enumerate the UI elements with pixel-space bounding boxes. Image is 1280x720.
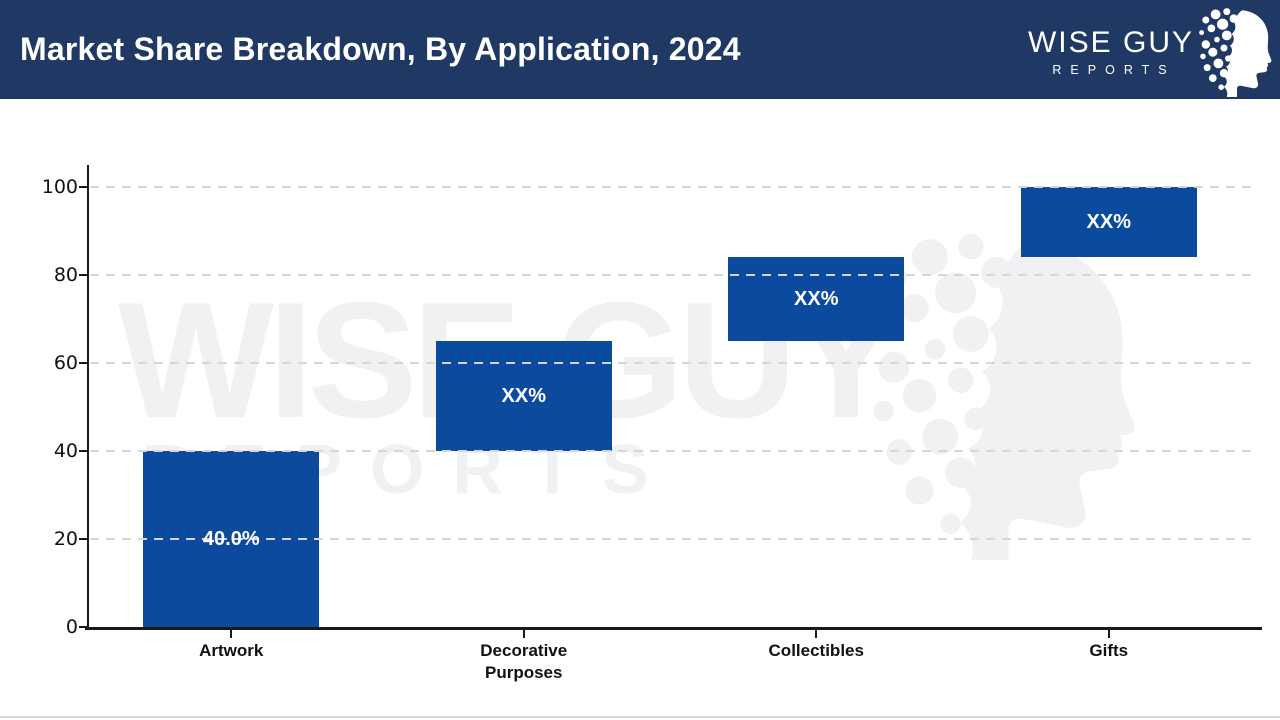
- bar: [435, 341, 612, 451]
- wise-guy-logo: WISE GUY REPORTS: [1028, 4, 1280, 98]
- chart-title: Market Share Breakdown, By Application, …: [20, 31, 741, 67]
- header: Market Share Breakdown, By Application, …: [0, 0, 1280, 99]
- y-tick-label: 60: [53, 352, 78, 374]
- y-tick-mark: [79, 186, 88, 188]
- x-axis-label: Decorative Purposes: [480, 641, 568, 682]
- x-tick-mark: [522, 630, 525, 638]
- x-axis-label: Gifts: [1089, 641, 1129, 660]
- x-tick-mark: [1107, 630, 1110, 638]
- y-tick-mark: [79, 538, 88, 540]
- x-axis-label: Artwork: [199, 641, 264, 660]
- bar-value-label: XX%: [794, 288, 839, 311]
- y-tick-label: 40: [53, 440, 78, 462]
- x-axis-line: [85, 627, 1262, 630]
- y-axis-line: [87, 165, 89, 630]
- logo-face-icon: [1196, 6, 1280, 97]
- y-tick-mark: [79, 274, 88, 276]
- bar-value-label: XX%: [501, 385, 546, 407]
- x-axis-label: Collectibles: [768, 641, 864, 660]
- page-bottom-border: [0, 716, 1280, 718]
- y-tick-mark: [79, 626, 88, 628]
- x-tick-mark: [815, 630, 818, 638]
- gridline: [90, 538, 1253, 540]
- y-tick-label: 0: [65, 616, 78, 638]
- bar-value-label: XX%: [1086, 211, 1131, 234]
- gridline: [90, 362, 1253, 364]
- bar: [728, 257, 905, 341]
- logo-wordmark: WISE GUY: [1027, 25, 1194, 59]
- gridline: [90, 186, 1253, 188]
- y-tick-label: 100: [41, 176, 78, 198]
- y-tick-mark: [79, 450, 88, 452]
- y-tick-mark: [79, 362, 88, 364]
- bar: [1020, 187, 1197, 258]
- logo-text: WISE GUY REPORTS: [1028, 26, 1194, 77]
- y-tick-label: 80: [53, 264, 78, 286]
- gridline: [90, 274, 1253, 276]
- logo-subtitle: REPORTS: [1052, 62, 1176, 77]
- bar-value-label: 40.0%: [202, 528, 260, 550]
- gridline: [90, 450, 1253, 452]
- x-tick-mark: [230, 630, 233, 638]
- y-tick-label: 20: [53, 528, 78, 550]
